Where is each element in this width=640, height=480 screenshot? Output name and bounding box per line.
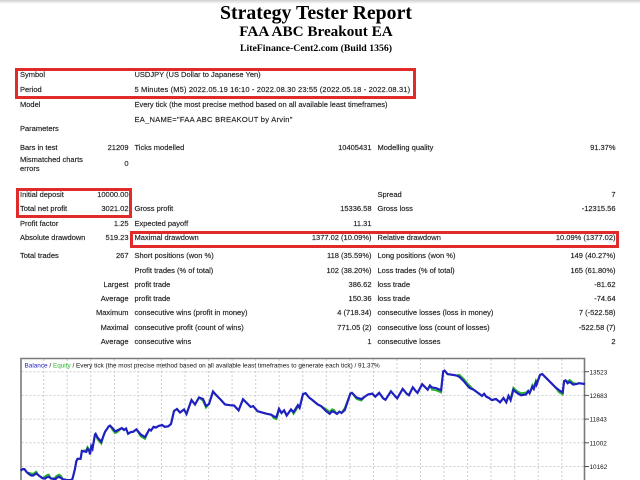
svg-text:10162: 10162 (590, 464, 608, 471)
svg-text:11843: 11843 (590, 417, 608, 424)
svg-text:11002: 11002 (590, 440, 608, 447)
svg-text:13523: 13523 (590, 369, 608, 376)
svg-text:Balance / Equity / Every tick: Balance / Equity / Every tick (the most … (25, 362, 381, 369)
svg-text:12683: 12683 (590, 393, 608, 400)
